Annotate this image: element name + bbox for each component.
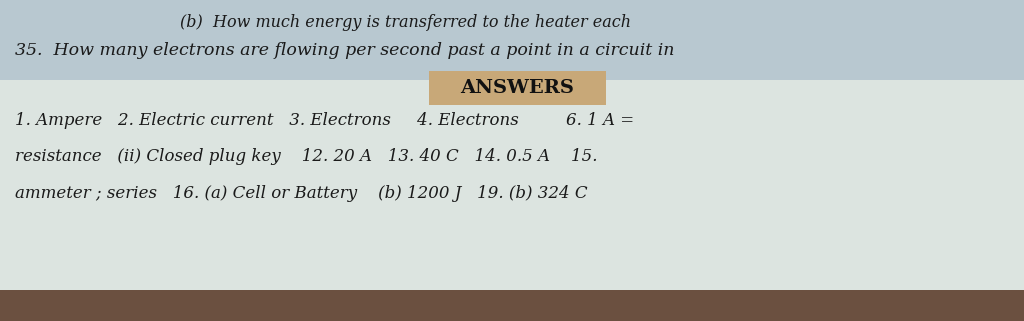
Bar xyxy=(0,290,1024,321)
Text: (b)  How much energy is transferred to the heater each: (b) How much energy is transferred to th… xyxy=(180,14,631,31)
FancyBboxPatch shape xyxy=(429,71,606,105)
Bar xyxy=(0,80,1024,295)
Text: 1. Ampere   2. Electric current   3. Electrons     4. Electrons         6. 1 A =: 1. Ampere 2. Electric current 3. Electro… xyxy=(15,112,634,129)
Text: resistance   (ii) Closed plug key    12. 20 A   13. 40 C   14. 0.5 A    15.: resistance (ii) Closed plug key 12. 20 A… xyxy=(15,148,597,165)
Text: ammeter ; series   16. (a) Cell or Battery    (b) 1200 J   19. (b) 324 C: ammeter ; series 16. (a) Cell or Battery… xyxy=(15,185,588,202)
Bar xyxy=(0,0,1024,80)
Text: 35.  How many electrons are flowing per second past a point in a circuit in: 35. How many electrons are flowing per s… xyxy=(15,42,675,59)
Text: ANSWERS: ANSWERS xyxy=(461,79,574,97)
